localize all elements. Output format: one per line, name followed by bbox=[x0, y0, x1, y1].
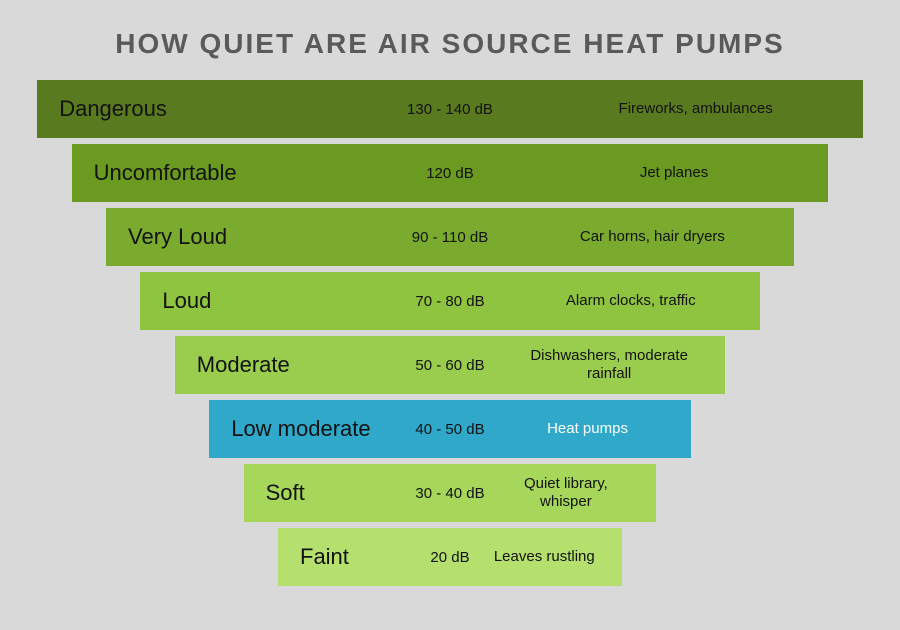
funnel-row: Moderate50 - 60 dBDishwashers, moderate … bbox=[175, 336, 725, 394]
db-label: 20 dB bbox=[411, 549, 488, 566]
level-label: Faint bbox=[300, 544, 411, 570]
level-label: Moderate bbox=[197, 352, 385, 378]
example-label: Quiet library, whisper bbox=[497, 475, 634, 511]
db-label: 70 - 80 dB bbox=[376, 293, 524, 310]
funnel-row: Very Loud90 - 110 dBCar horns, hair drye… bbox=[106, 208, 794, 266]
db-label: 40 - 50 dB bbox=[394, 421, 507, 438]
level-label: Low moderate bbox=[231, 416, 394, 442]
level-label: Very Loud bbox=[128, 224, 367, 250]
funnel-row: Dangerous130 - 140 dBFireworks, ambulanc… bbox=[37, 80, 863, 138]
level-label: Loud bbox=[162, 288, 376, 314]
example-label: Dishwashers, moderate rainfall bbox=[515, 347, 703, 383]
funnel-row: Low moderate40 - 50 dBHeat pumps bbox=[209, 400, 691, 458]
example-label: Leaves rustling bbox=[489, 548, 600, 566]
db-label: 120 dB bbox=[358, 165, 541, 182]
level-label: Uncomfortable bbox=[94, 160, 359, 186]
example-label: Heat pumps bbox=[506, 420, 669, 438]
funnel-row: Uncomfortable120 dBJet planes bbox=[72, 144, 829, 202]
page-title: HOW QUIET ARE AIR SOURCE HEAT PUMPS bbox=[0, 0, 900, 80]
example-label: Jet planes bbox=[542, 164, 807, 182]
example-label: Car horns, hair dryers bbox=[533, 228, 772, 246]
level-label: Soft bbox=[266, 480, 403, 506]
db-label: 90 - 110 dB bbox=[367, 229, 533, 246]
db-label: 130 - 140 dB bbox=[350, 101, 551, 118]
example-label: Fireworks, ambulances bbox=[550, 100, 840, 118]
funnel-row: Faint20 dBLeaves rustling bbox=[278, 528, 622, 586]
db-label: 50 - 60 dB bbox=[385, 357, 515, 374]
level-label: Dangerous bbox=[59, 96, 349, 122]
funnel-row: Loud70 - 80 dBAlarm clocks, traffic bbox=[140, 272, 759, 330]
funnel-row: Soft30 - 40 dBQuiet library, whisper bbox=[244, 464, 657, 522]
db-label: 30 - 40 dB bbox=[403, 485, 498, 502]
example-label: Alarm clocks, traffic bbox=[524, 292, 738, 310]
funnel-chart: Dangerous130 - 140 dBFireworks, ambulanc… bbox=[0, 80, 900, 586]
